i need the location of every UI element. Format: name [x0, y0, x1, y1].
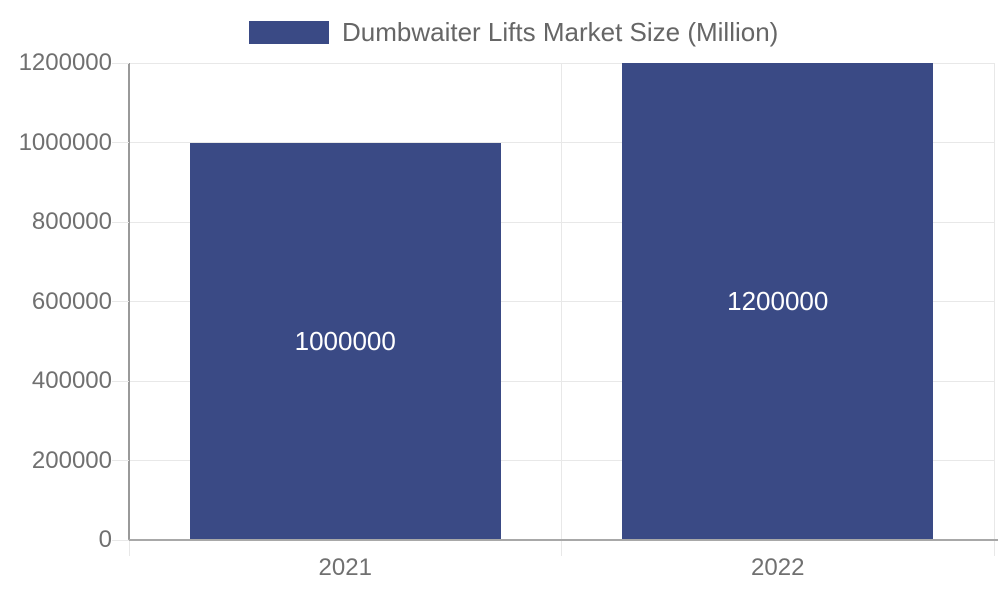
bar-2022[interactable]: 1200000	[622, 63, 934, 540]
y-axis-tick	[112, 539, 129, 541]
x-axis-tick	[561, 541, 562, 556]
y-tick-label: 600000	[31, 287, 112, 315]
y-tick-label: 400000	[31, 367, 112, 394]
y-tick-label: 200000	[31, 446, 112, 474]
bar-value-label: 1000000	[294, 325, 396, 356]
y-tick-label: 800000	[31, 208, 112, 235]
y-axis-tick	[112, 380, 129, 382]
y-tick-label: 1000000	[18, 128, 112, 156]
legend-swatch	[249, 20, 329, 44]
legend-label: Dumbwaiter Lifts Market Size (Million)	[342, 17, 779, 47]
x-axis-tick	[993, 541, 995, 556]
y-tick-label: 1200000	[18, 49, 112, 76]
category-boundary-line	[993, 63, 995, 540]
x-tick-label: 2022	[751, 554, 805, 581]
y-axis-line	[128, 63, 130, 540]
y-axis-tick	[112, 301, 129, 302]
x-axis-line	[128, 539, 998, 541]
bar-2021[interactable]: 1000000	[189, 142, 501, 540]
y-axis-tick	[112, 142, 129, 143]
y-axis-tick	[112, 62, 129, 64]
plot-area: 1000000 1200000	[129, 62, 995, 540]
y-tick-label: 0	[98, 526, 112, 553]
y-axis-tick	[112, 221, 129, 223]
y-axis-tick	[112, 460, 129, 461]
legend-item[interactable]: Dumbwaiter Lifts Market Size (Million)	[249, 19, 778, 45]
x-axis-tick	[128, 541, 130, 556]
category-boundary-line	[561, 63, 562, 540]
x-tick-label: 2021	[318, 554, 372, 581]
bar-value-label: 1200000	[727, 286, 829, 316]
